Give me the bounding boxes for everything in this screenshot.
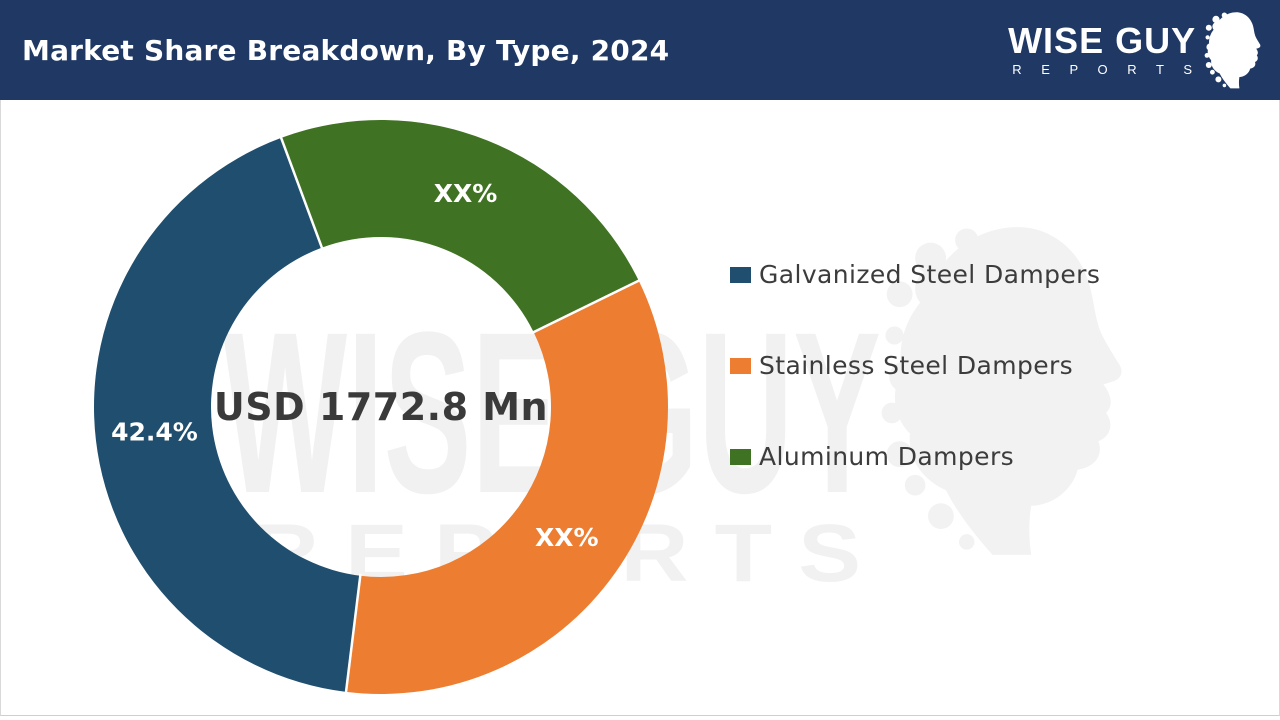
legend-item-galvanized-steel-dampers: Galvanized Steel Dampers [730,260,1100,289]
segment-label: 42.4% [111,418,198,447]
donut-chart: 42.4% XX% XX% [94,120,668,694]
segment-label: XX% [535,523,599,552]
donut-center-value: USD 1772.8 Mn [213,385,549,429]
legend-swatch [730,357,751,374]
legend-swatch [730,266,751,283]
segment-separator [531,279,641,335]
legend-label: Stainless Steel Dampers [759,351,1074,380]
segment-separator [344,573,362,694]
segment-separator [279,136,324,250]
legend-label: Galvanized Steel Dampers [759,260,1101,289]
chart-legend: Galvanized Steel Dampers Stainless Steel … [730,260,1100,471]
segment-label: XX% [434,179,498,208]
logo-subtext: R E P O R T S [1012,62,1200,77]
page-title: Market Share Breakdown, By Type, 2024 [22,33,670,67]
logo-wordmark: WISE GUY [1008,20,1197,61]
donut-segment-stainless-steel-dampers [346,280,668,694]
wise-guy-logo: WISE GUY R E P O R T S [1004,11,1264,89]
legend-item-stainless-steel-dampers: Stainless Steel Dampers [730,351,1100,380]
donut-segment-aluminum-dampers [281,120,639,333]
legend-item-aluminum-dampers: Aluminum Dampers [730,442,1100,471]
legend-swatch [730,448,751,465]
head-profile-icon [1204,12,1261,89]
legend-label: Aluminum Dampers [759,442,1015,471]
header-bar: Market Share Breakdown, By Type, 2024 WI… [0,0,1280,100]
donut-segment-galvanized-steel-dampers [94,137,361,692]
chart-area: WISE GUY R E P O R T S 42.4%XX%XX% USD 1… [0,100,1280,716]
logo-text: WISE GUY R E P O R T S [1004,22,1200,78]
